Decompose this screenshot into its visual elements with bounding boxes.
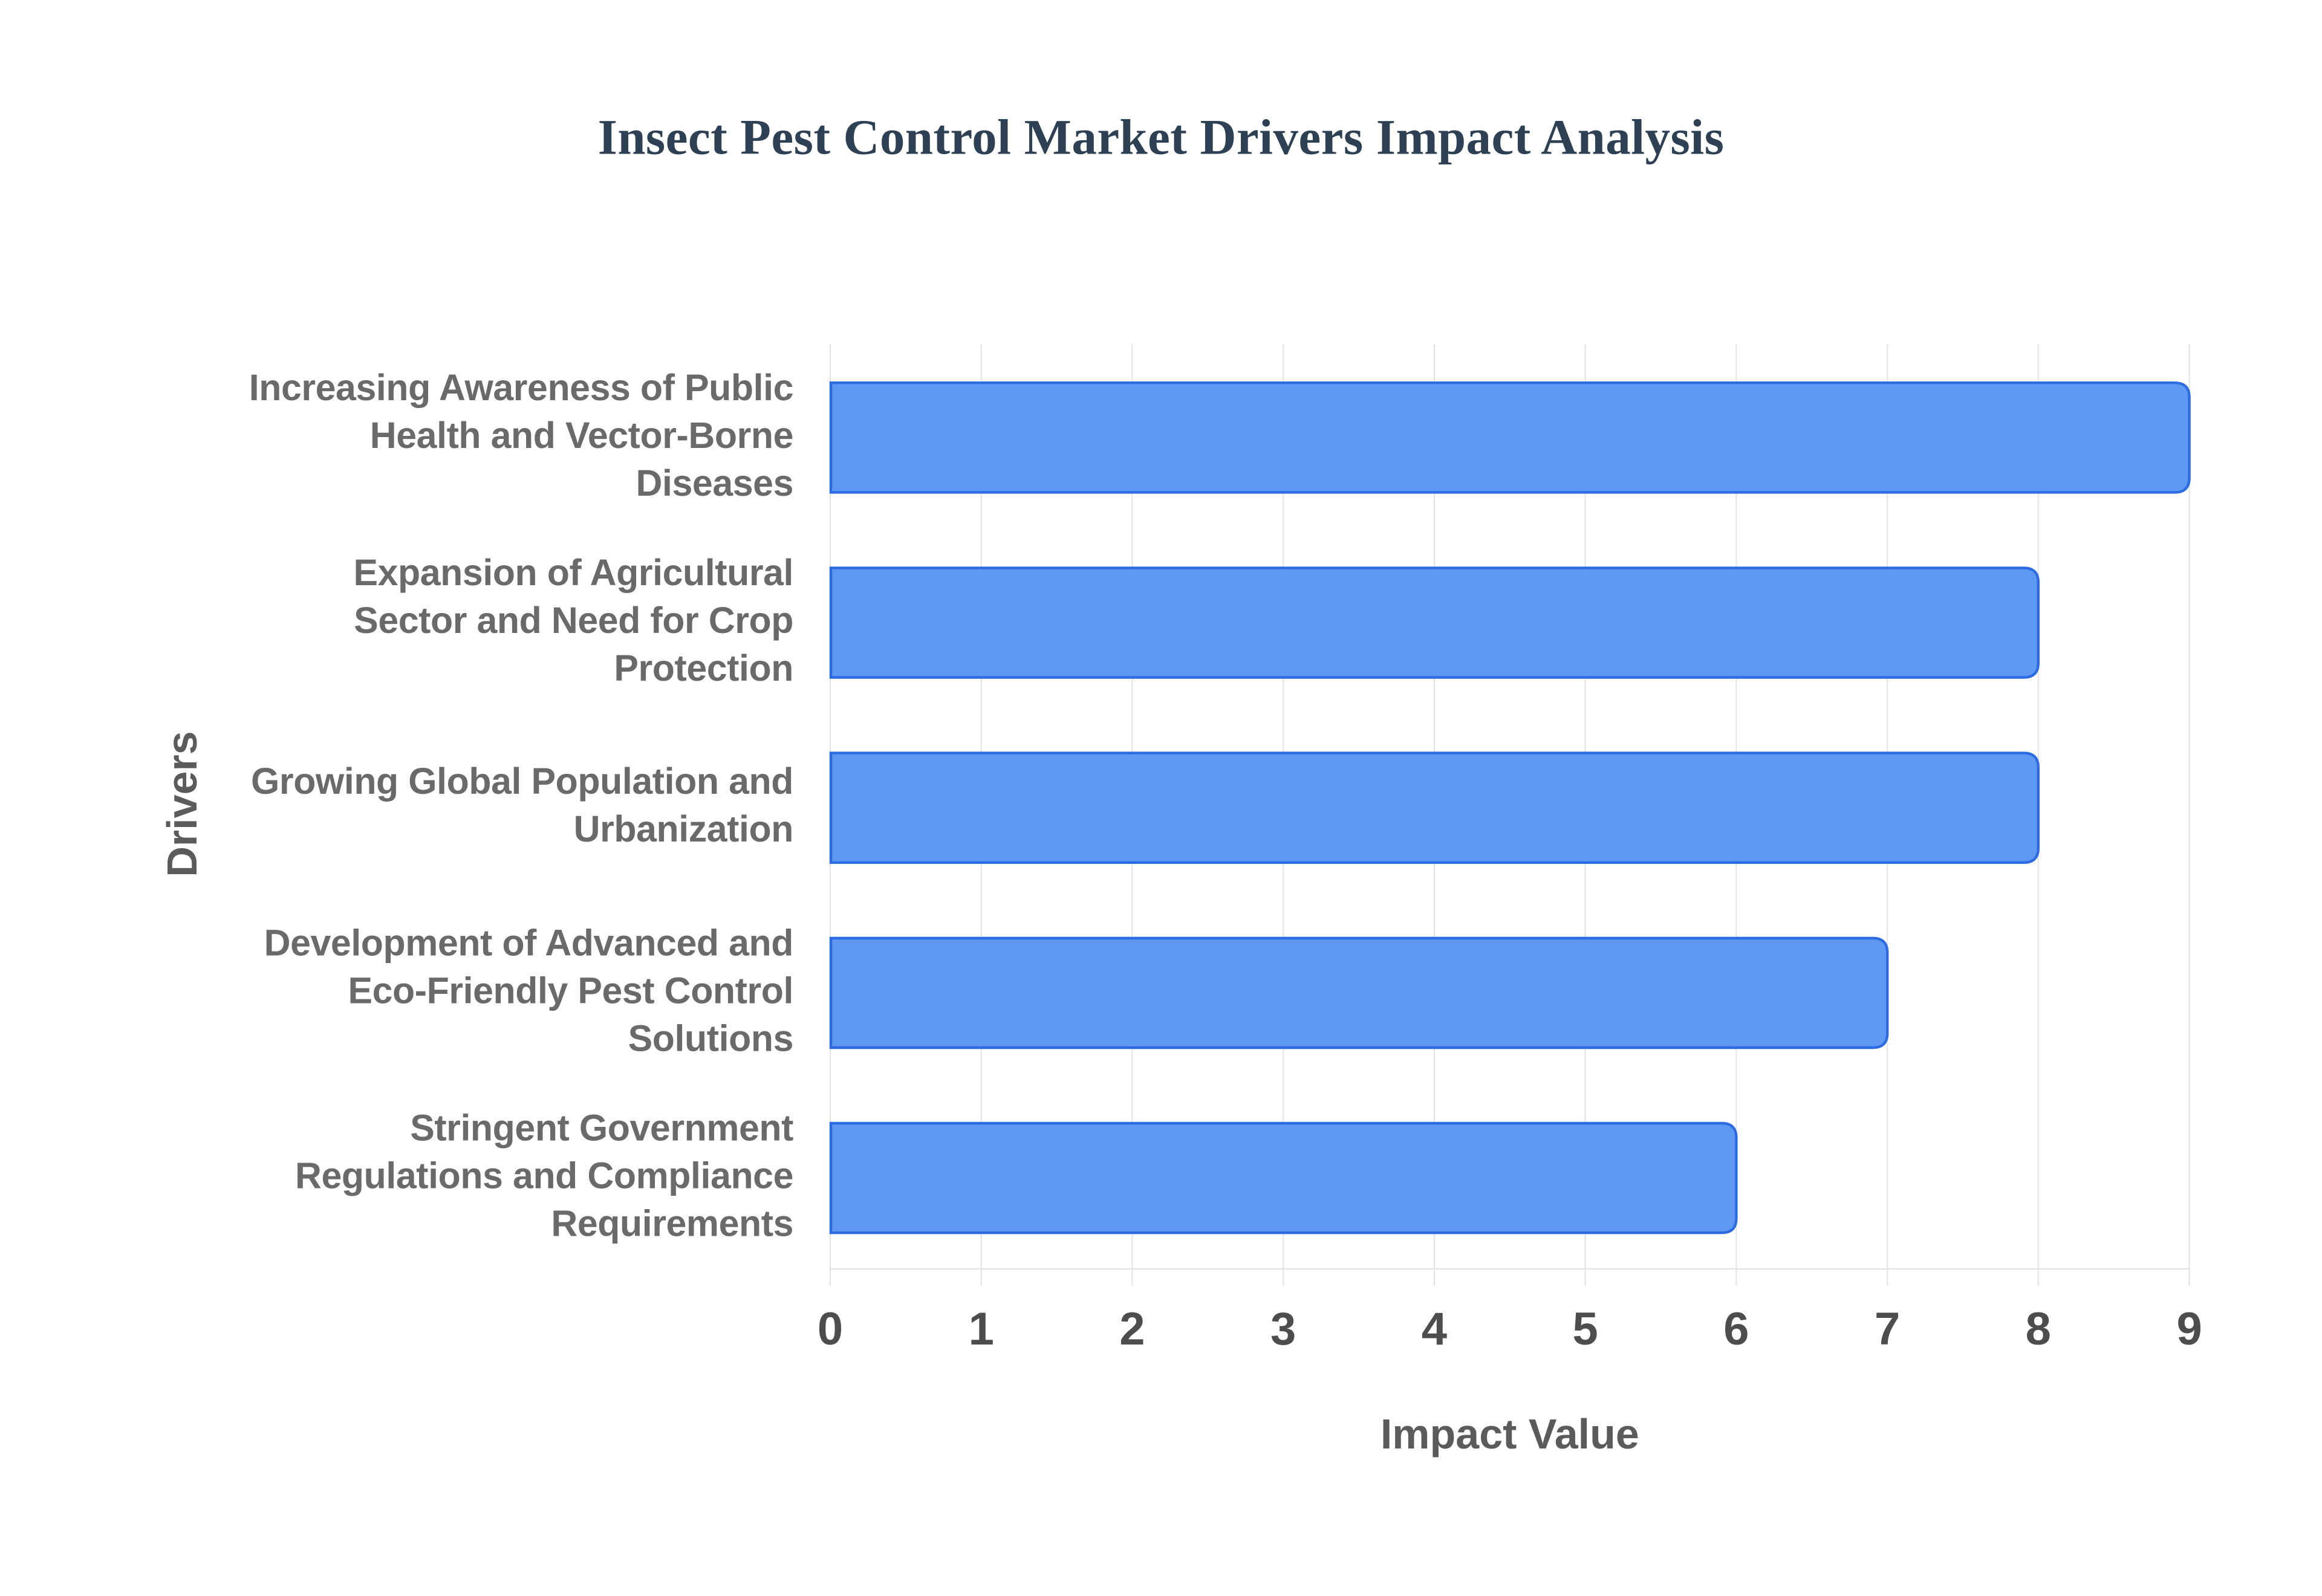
svg-text:Regulations and Compliance: Regulations and Compliance <box>295 1155 793 1196</box>
svg-text:Urbanization: Urbanization <box>574 808 793 849</box>
svg-text:Insect Pest Control Market Dri: Insect Pest Control Market Drivers Impac… <box>598 109 1725 165</box>
svg-text:Growing Global Population and: Growing Global Population and <box>251 761 793 802</box>
svg-text:Sector and Need for Crop: Sector and Need for Crop <box>354 600 793 641</box>
svg-text:Solutions: Solutions <box>628 1017 793 1059</box>
svg-text:Development of Advanced and: Development of Advanced and <box>264 922 793 963</box>
svg-text:Drivers: Drivers <box>158 731 206 877</box>
svg-text:Protection: Protection <box>614 647 793 689</box>
svg-text:8: 8 <box>2026 1303 2051 1355</box>
svg-text:Impact Value: Impact Value <box>1381 1410 1639 1458</box>
svg-text:3: 3 <box>1270 1303 1296 1355</box>
svg-text:Stringent Government: Stringent Government <box>410 1108 793 1149</box>
svg-text:Requirements: Requirements <box>551 1203 793 1244</box>
svg-text:5: 5 <box>1572 1303 1598 1355</box>
svg-text:Expansion of Agricultural: Expansion of Agricultural <box>353 552 793 593</box>
svg-text:Diseases: Diseases <box>636 462 793 504</box>
svg-text:Eco-Friendly Pest Control: Eco-Friendly Pest Control <box>348 970 793 1011</box>
svg-text:9: 9 <box>2176 1303 2202 1355</box>
svg-text:Health and Vector-Borne: Health and Vector-Borne <box>370 415 793 456</box>
svg-text:4: 4 <box>1422 1303 1447 1355</box>
svg-text:Increasing Awareness of Public: Increasing Awareness of Public <box>249 367 793 408</box>
svg-text:6: 6 <box>1723 1303 1749 1355</box>
svg-text:0: 0 <box>818 1303 843 1355</box>
svg-text:2: 2 <box>1119 1303 1145 1355</box>
svg-text:7: 7 <box>1875 1303 1900 1355</box>
svg-text:1: 1 <box>969 1303 994 1355</box>
